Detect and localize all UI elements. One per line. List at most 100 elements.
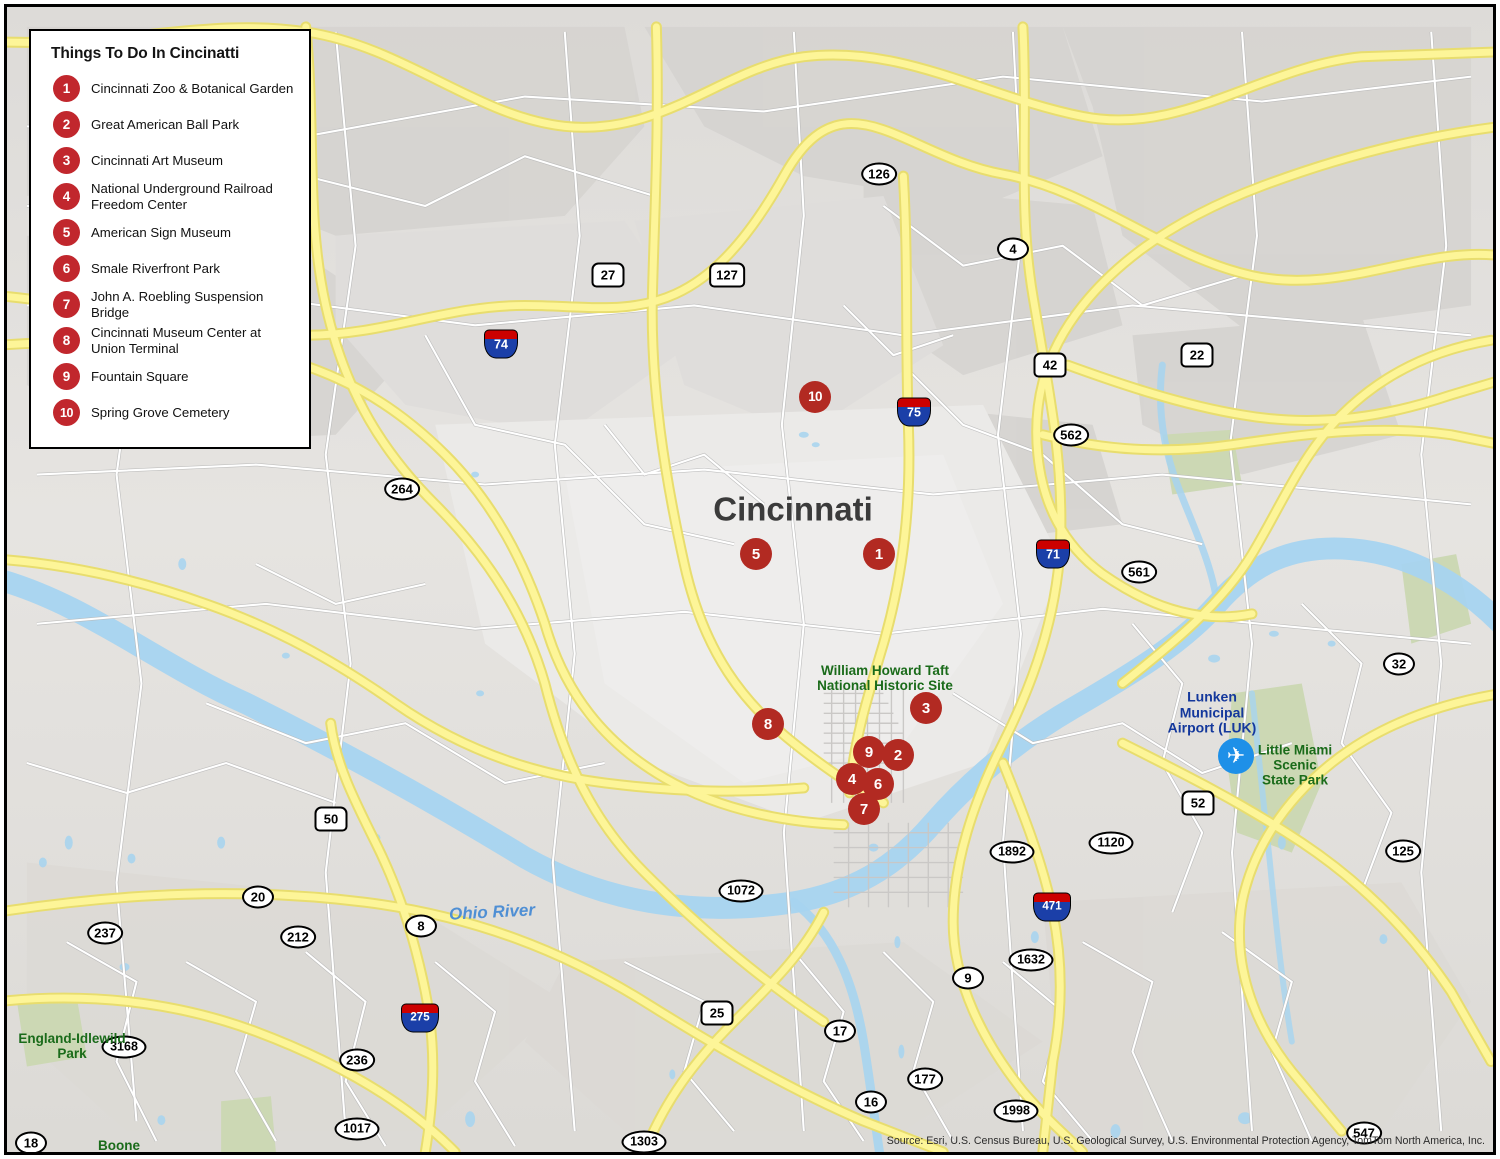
legend-item-label: Smale Riverfront Park	[91, 260, 220, 276]
marker-great-american-ball-park[interactable]: 2	[882, 739, 914, 771]
legend-item[interactable]: 2 Great American Ball Park	[43, 109, 299, 140]
marker-roebling-suspension-bridge[interactable]: 7	[848, 793, 880, 825]
marker-museum-center-union-terminal[interactable]: 8	[752, 708, 784, 740]
legend-badge: 2	[53, 111, 80, 138]
highway-shield-75: 75	[897, 397, 931, 427]
park-label-little-miami: Little Miami Scenic State Park	[1258, 742, 1332, 787]
highway-shield-8: 8	[405, 914, 437, 938]
park-label-england-idlewild: England-Idlewild Park	[18, 1031, 125, 1061]
legend-badge: 3	[53, 147, 80, 174]
highway-shield-52: 52	[1181, 790, 1215, 816]
map-frame[interactable]: Cincinnati William Howard Taft National …	[4, 4, 1496, 1155]
legend-item[interactable]: 7 John A. Roebling Suspension Bridge	[43, 289, 299, 320]
legend-item[interactable]: 5 American Sign Museum	[43, 217, 299, 248]
highway-shield-17: 17	[824, 1019, 856, 1043]
highway-shield-1892: 1892	[989, 840, 1035, 864]
airport-label-lunken: Lunken Municipal Airport (LUK)	[1168, 689, 1257, 736]
legend-badge: 8	[53, 327, 80, 355]
highway-shield-18: 18	[15, 1131, 47, 1152]
legend-item[interactable]: 1 Cincinnati Zoo & Botanical Garden	[43, 73, 299, 104]
park-label-line: Boone	[98, 1137, 140, 1153]
marker-cincinnati-zoo[interactable]: 1	[863, 538, 895, 570]
legend-item[interactable]: 8 Cincinnati Museum Center at Union Termi…	[43, 325, 299, 356]
airport-label-line: Municipal	[1179, 704, 1245, 721]
legend-item[interactable]: 6 Smale Riverfront Park	[43, 253, 299, 284]
park-label-line: Scenic	[1273, 757, 1317, 773]
legend-item-label: Spring Grove Cemetery	[91, 405, 230, 421]
highway-shield-561: 561	[1121, 560, 1157, 584]
legend-item[interactable]: 10 Spring Grove Cemetery	[43, 397, 299, 428]
marker-spring-grove-cemetery[interactable]: 10	[799, 381, 831, 413]
legend-badge: 4	[53, 183, 80, 211]
highway-shield-275: 275	[401, 1003, 439, 1033]
highway-shield-1998: 1998	[993, 1099, 1039, 1123]
highway-shield-32: 32	[1383, 652, 1415, 676]
marker-american-sign-museum[interactable]: 5	[740, 538, 772, 570]
legend-badge: 10	[53, 399, 80, 427]
highway-shield-1632: 1632	[1008, 948, 1054, 972]
park-label-line: Little Miami	[1257, 742, 1333, 758]
highway-shield-547: 547	[1346, 1121, 1382, 1145]
legend-item-label: Great American Ball Park	[91, 116, 240, 132]
park-label-line: Woods Park	[80, 1153, 158, 1155]
park-label-line: England-Idlewild	[18, 1030, 126, 1046]
highway-shield-471: 471	[1033, 892, 1071, 922]
airplane-icon: ✈	[1218, 738, 1254, 774]
highway-shield-50: 50	[314, 806, 348, 832]
legend-item-label: Cincinnati Museum Center at Union Termin…	[91, 325, 262, 356]
highway-shield-74: 74	[484, 329, 518, 359]
legend-badge: 6	[53, 255, 80, 283]
legend-badge: 7	[53, 291, 80, 319]
legend-item-label: Cincinnati Art Museum	[91, 152, 223, 168]
highway-shield-237: 237	[87, 921, 123, 945]
airport-label-line: Lunken	[1187, 688, 1237, 705]
legend-item[interactable]: 4 National Underground Railroad Freedom C…	[43, 181, 299, 212]
park-label-line: Park	[57, 1046, 87, 1061]
highway-shield-4: 4	[997, 237, 1029, 261]
park-label-william-howard-taft: William Howard Taft National Historic Si…	[817, 663, 953, 693]
highway-shield-126: 126	[861, 162, 897, 186]
highway-shield-1303: 1303	[621, 1130, 667, 1152]
highway-shield-9: 9	[952, 966, 984, 990]
highway-shield-22: 22	[1180, 342, 1214, 368]
source-attribution: Source: Esri, U.S. Census Bureau, U.S. G…	[886, 1135, 1485, 1147]
legend-badge: 5	[53, 219, 80, 247]
legend-item-label: National Underground Railroad Freedom Ce…	[91, 181, 273, 212]
highway-shield-71: 71	[1036, 539, 1070, 569]
highway-shield-177: 177	[907, 1067, 943, 1091]
highway-shield-1072: 1072	[718, 879, 764, 903]
park-label-boone-woods: Boone Woods Park	[80, 1137, 158, 1155]
highway-shield-212: 212	[280, 925, 316, 949]
highway-shield-127: 127	[709, 262, 745, 288]
highway-shield-264: 264	[384, 477, 420, 501]
highway-shield-20: 20	[242, 885, 274, 909]
legend-item[interactable]: 9 Fountain Square	[43, 361, 299, 392]
highway-shield-3168: 3168	[101, 1035, 147, 1059]
highway-shield-25: 25	[700, 1000, 734, 1026]
legend-item-label: John A. Roebling Suspension Bridge	[91, 289, 264, 320]
highway-shield-27: 27	[591, 262, 625, 288]
legend-panel[interactable]: Things To Do In Cincinatti 1 Cincinnati Z…	[29, 29, 311, 450]
highway-shield-236: 236	[339, 1048, 375, 1072]
highway-shield-1017: 1017	[334, 1117, 380, 1141]
marker-cincinnati-art-museum[interactable]: 3	[910, 692, 942, 724]
legend-list: 1 Cincinnati Zoo & Botanical Garden 2 Great…	[43, 73, 299, 428]
airport-label-line: Airport (LUK)	[1167, 719, 1257, 736]
park-label-line: William Howard Taft	[821, 662, 949, 678]
legend-badge: 9	[53, 363, 80, 391]
legend-item-label: Fountain Square	[91, 369, 189, 385]
highway-shield-42: 42	[1033, 352, 1067, 378]
legend-item-label: American Sign Museum	[91, 224, 231, 240]
park-label-line: National Historic Site	[817, 678, 953, 693]
highway-shield-1120: 1120	[1088, 831, 1134, 855]
legend-item-label: Cincinnati Zoo & Botanical Garden	[91, 80, 294, 96]
legend-badge: 1	[53, 75, 80, 102]
legend-title: Things To Do In Cincinatti	[51, 45, 240, 62]
highway-shield-125: 125	[1385, 839, 1421, 863]
highway-shield-16: 16	[855, 1090, 887, 1114]
highway-shield-562: 562	[1053, 423, 1089, 447]
park-label-line: State Park	[1261, 772, 1329, 788]
marker-fountain-square[interactable]: 9	[853, 736, 885, 768]
legend-item[interactable]: 3 Cincinnati Art Museum	[43, 145, 299, 176]
